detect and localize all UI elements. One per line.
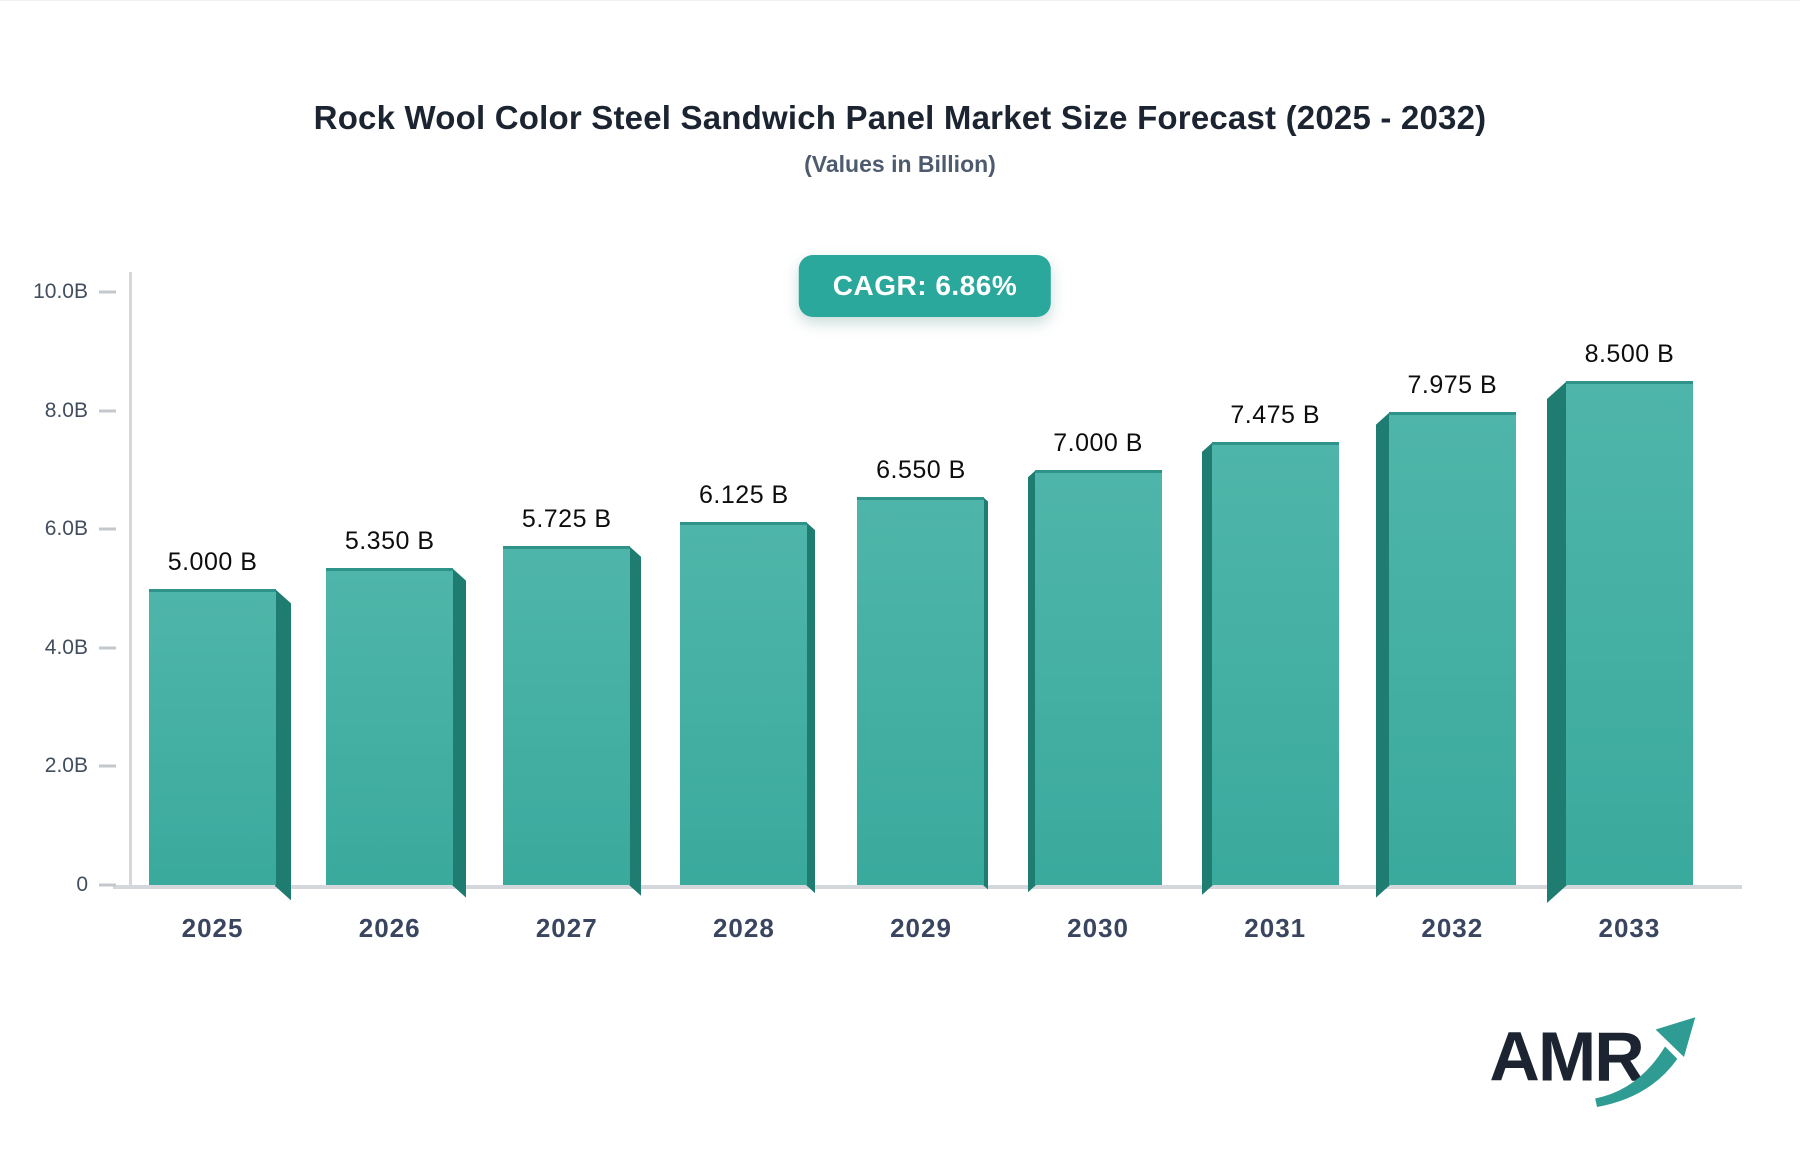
bar-face bbox=[1388, 412, 1516, 885]
bar-face bbox=[1565, 380, 1693, 885]
y-axis-label: 0 bbox=[76, 873, 88, 896]
x-axis-label: 2027 bbox=[535, 913, 598, 943]
bar-value-label: 7.975 B bbox=[1407, 371, 1498, 400]
y-axis-label: 10.0B bbox=[33, 280, 88, 303]
logo-arrow-icon bbox=[1595, 1046, 1678, 1107]
y-axis-tick bbox=[99, 290, 116, 294]
bar-face bbox=[326, 567, 454, 885]
amr-logo: AMR bbox=[1489, 1017, 1696, 1107]
bar-column: 6.550 B bbox=[832, 292, 1009, 890]
bar-value-label: 5.000 B bbox=[167, 547, 258, 576]
bar-face bbox=[149, 588, 277, 885]
page-title: Rock Wool Color Steel Sandwich Panel Mar… bbox=[313, 99, 1487, 136]
x-axis-label: 2028 bbox=[712, 913, 775, 943]
bar-side-3d bbox=[275, 588, 292, 900]
bar-value-label: 6.125 B bbox=[699, 480, 789, 509]
bar-column: 7.975 B bbox=[1364, 292, 1541, 898]
bar-value-label: 5.350 B bbox=[344, 526, 435, 555]
bar-value-label: 5.725 B bbox=[521, 504, 612, 533]
bar-column: 6.125 B bbox=[655, 292, 832, 894]
x-axis: 2025 2026 2027 2028 2029 2030 2031 2032 2033 bbox=[124, 913, 1718, 944]
x-axis-label: 2033 bbox=[1598, 913, 1661, 943]
y-axis-tick bbox=[99, 527, 116, 531]
chart-subtitle: (Values in Billion) bbox=[804, 151, 996, 177]
bar-side-3d bbox=[629, 545, 642, 896]
x-axis-label: 2025 bbox=[181, 913, 244, 943]
y-axis-tick bbox=[99, 646, 116, 650]
bar-value-label: 6.550 B bbox=[876, 455, 966, 484]
bar-column: 7.475 B bbox=[1187, 292, 1364, 895]
y-axis-label: 2.0B bbox=[44, 754, 88, 778]
x-axis-label: 2026 bbox=[358, 913, 421, 943]
x-axis-line bbox=[113, 885, 1742, 889]
y-axis-label: 4.0B bbox=[44, 635, 88, 659]
bar-column: 5.725 B bbox=[478, 292, 655, 896]
x-axis-label: 2031 bbox=[1244, 913, 1307, 943]
bar-value-label: 7.000 B bbox=[1053, 428, 1143, 457]
bar-side-3d bbox=[1375, 412, 1390, 898]
bar-face bbox=[1211, 441, 1339, 885]
bar-face bbox=[680, 521, 808, 885]
bar-column: 5.350 B bbox=[301, 292, 478, 898]
bar-value-label: 8.500 B bbox=[1584, 339, 1675, 368]
x-axis-label: 2032 bbox=[1421, 913, 1484, 943]
bar-face bbox=[857, 496, 985, 885]
cagr-badge: CAGR: 6.86% bbox=[798, 255, 1052, 317]
x-axis-label: 2030 bbox=[1067, 913, 1130, 943]
bar-column: 7.000 B bbox=[1010, 292, 1187, 893]
y-axis-tick bbox=[99, 883, 116, 887]
y-axis-label: 8.0B bbox=[44, 398, 88, 422]
bar-side-3d bbox=[1546, 380, 1567, 904]
y-axis-line bbox=[129, 272, 132, 888]
y-axis-tick bbox=[99, 409, 116, 413]
bar-column: 5.000 B bbox=[124, 292, 301, 900]
y-axis-tick bbox=[99, 764, 116, 768]
logo-text: AMR bbox=[1489, 1018, 1644, 1096]
bar-face bbox=[1034, 469, 1162, 885]
bar-column: 8.500 B bbox=[1541, 292, 1718, 904]
plot-area: 5.000 B 5.350 B 5.725 B 6.125 B 6.550 B 7.000… bbox=[124, 292, 1718, 904]
y-axis-label: 6.0B bbox=[44, 517, 88, 541]
bar-face bbox=[503, 545, 631, 885]
bar-side-3d bbox=[452, 567, 467, 898]
bar-value-label: 7.475 B bbox=[1230, 400, 1321, 429]
x-axis-label: 2029 bbox=[890, 913, 952, 943]
bar-side-3d bbox=[806, 521, 816, 894]
logo-arrowhead-icon bbox=[1655, 1017, 1696, 1057]
